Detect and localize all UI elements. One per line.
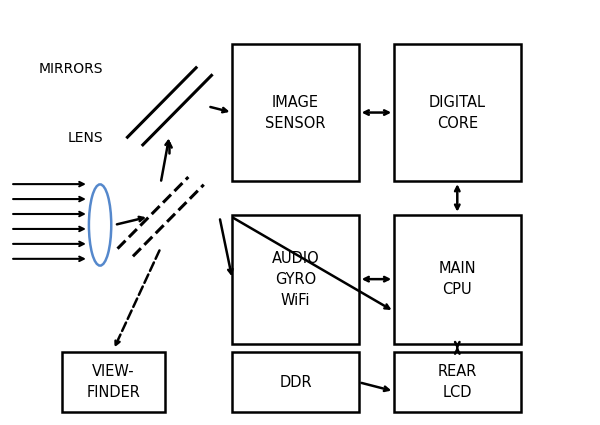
Text: VIEW-
FINDER: VIEW- FINDER bbox=[86, 364, 140, 400]
Text: MAIN
CPU: MAIN CPU bbox=[439, 261, 476, 297]
Text: IMAGE
SENSOR: IMAGE SENSOR bbox=[265, 94, 326, 130]
Bar bbox=[232, 215, 359, 344]
Text: DIGITAL
CORE: DIGITAL CORE bbox=[429, 94, 486, 130]
Bar bbox=[232, 352, 359, 412]
Bar bbox=[62, 352, 165, 412]
Text: AUDIO
GYRO
WiFi: AUDIO GYRO WiFi bbox=[272, 251, 319, 308]
Text: LENS: LENS bbox=[68, 130, 103, 144]
Text: DDR: DDR bbox=[279, 375, 312, 390]
Bar bbox=[394, 44, 521, 181]
Text: REAR
LCD: REAR LCD bbox=[437, 364, 477, 400]
Bar bbox=[394, 352, 521, 412]
Ellipse shape bbox=[89, 184, 111, 266]
Bar bbox=[232, 44, 359, 181]
Bar bbox=[394, 215, 521, 344]
Text: MIRRORS: MIRRORS bbox=[38, 62, 103, 76]
